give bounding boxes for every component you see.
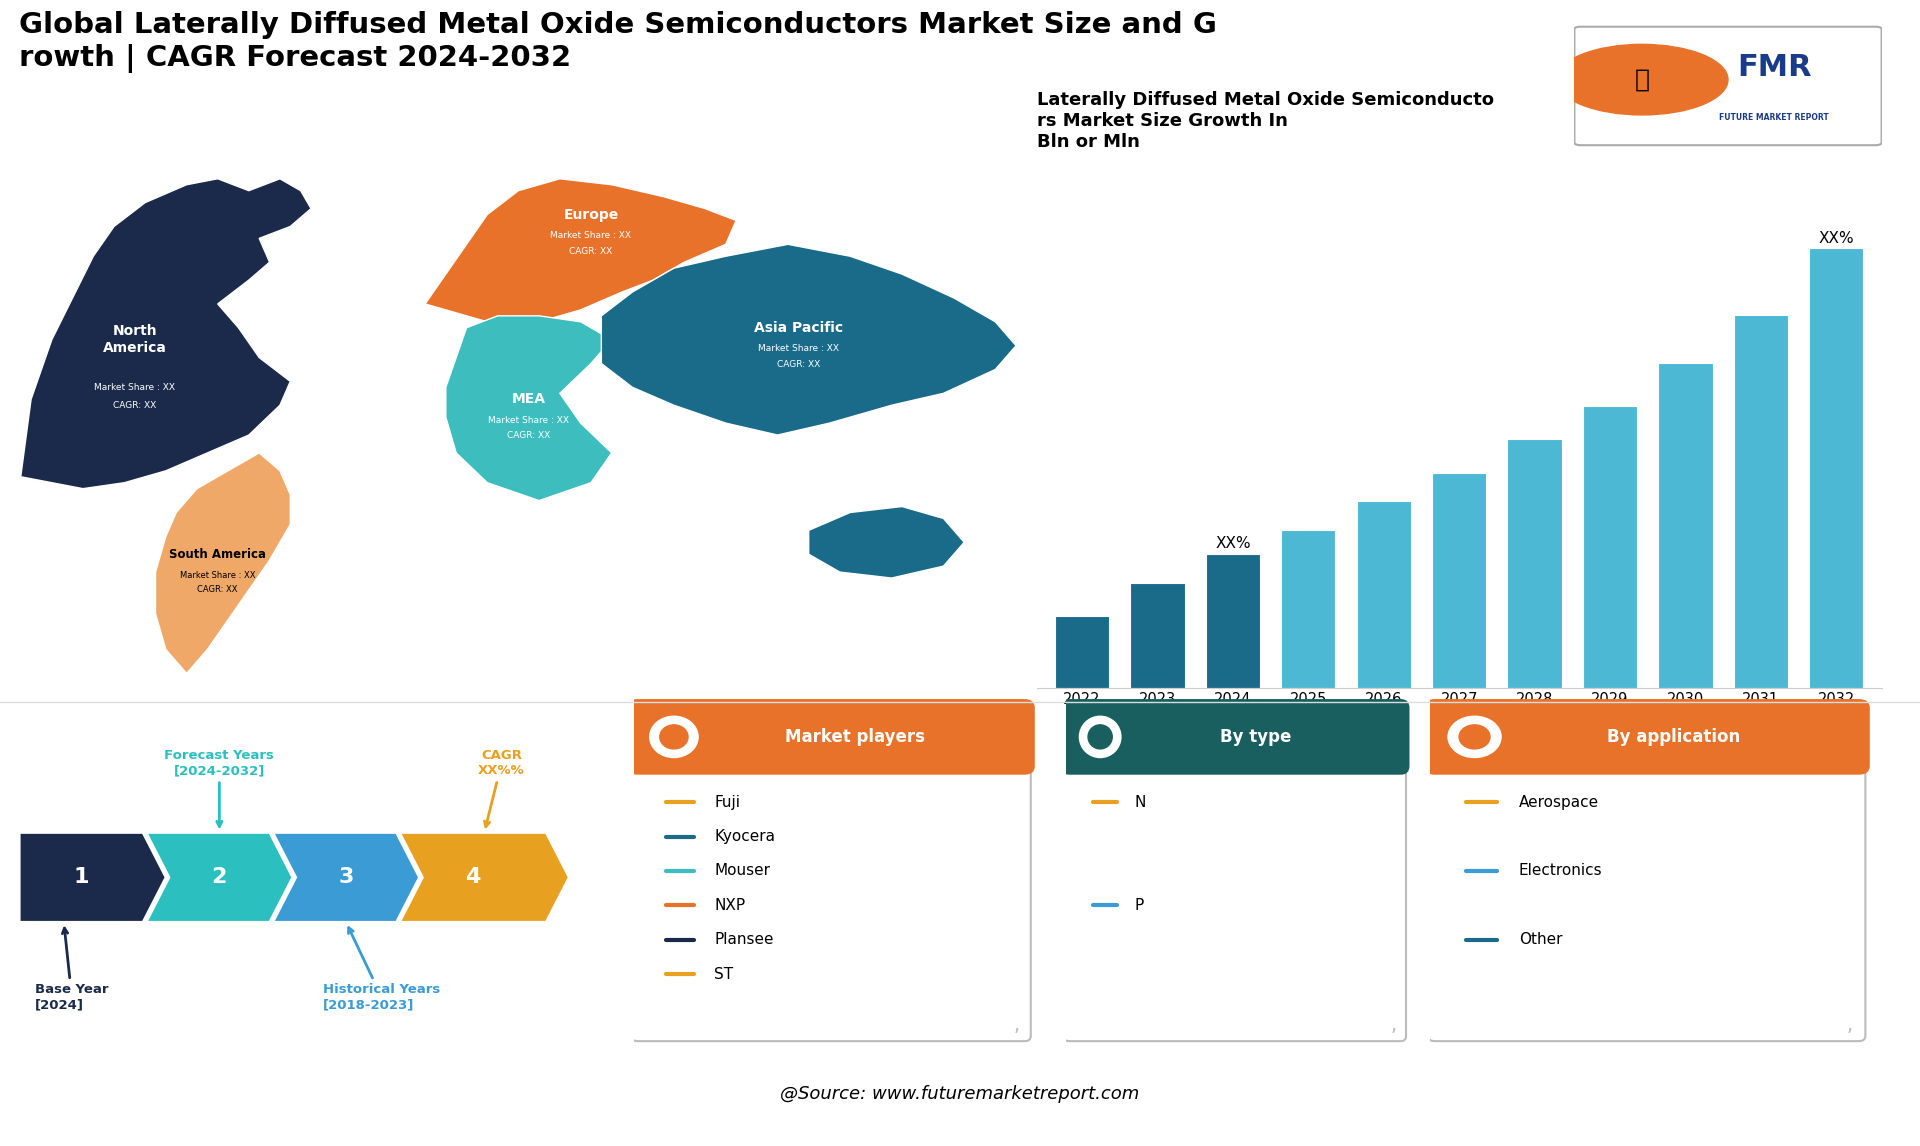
- Text: 4: 4: [465, 868, 480, 887]
- Bar: [1734, 315, 1788, 688]
- Bar: [1507, 439, 1561, 688]
- Bar: [1659, 363, 1713, 688]
- Text: South America: South America: [169, 548, 267, 560]
- Bar: [1206, 554, 1260, 688]
- Bar: [1432, 472, 1486, 688]
- Bar: [1131, 582, 1185, 688]
- Text: Market Share : XX: Market Share : XX: [551, 230, 632, 240]
- Circle shape: [660, 724, 687, 749]
- Text: Forecast Years
[2024-2032]: Forecast Years [2024-2032]: [165, 749, 275, 826]
- Text: Kyocera: Kyocera: [714, 829, 776, 845]
- Polygon shape: [601, 244, 1016, 435]
- FancyBboxPatch shape: [1574, 26, 1882, 146]
- Text: P: P: [1135, 897, 1144, 913]
- Text: 1: 1: [73, 868, 88, 887]
- Text: XX%: XX%: [1818, 230, 1855, 245]
- Text: ,: ,: [1390, 1017, 1398, 1035]
- Text: MEA: MEA: [513, 392, 545, 407]
- Bar: [1281, 529, 1336, 688]
- Polygon shape: [399, 832, 570, 923]
- Polygon shape: [21, 179, 311, 488]
- Text: Market Share : XX: Market Share : XX: [180, 571, 255, 580]
- Circle shape: [649, 716, 699, 758]
- Bar: [1809, 249, 1864, 688]
- Text: Laterally Diffused Metal Oxide Semiconducto
rs Market Size Growth In
Bln or Mln: Laterally Diffused Metal Oxide Semicondu…: [1037, 91, 1494, 150]
- FancyBboxPatch shape: [1060, 699, 1409, 775]
- Text: CAGR: XX: CAGR: XX: [507, 431, 551, 440]
- Text: CAGR: XX: CAGR: XX: [778, 360, 820, 369]
- Text: By type: By type: [1219, 728, 1292, 746]
- Text: By application: By application: [1607, 728, 1740, 746]
- FancyBboxPatch shape: [1064, 766, 1405, 1041]
- Text: ,: ,: [1014, 1017, 1020, 1035]
- Text: 👤: 👤: [1634, 68, 1649, 92]
- Text: Plansee: Plansee: [714, 932, 774, 948]
- Text: CAGR: XX: CAGR: XX: [570, 248, 612, 256]
- Text: ,: ,: [1847, 1017, 1853, 1035]
- Circle shape: [1448, 716, 1501, 758]
- Text: North
America: North America: [104, 324, 167, 355]
- Text: FUTURE MARKET REPORT: FUTURE MARKET REPORT: [1718, 113, 1830, 121]
- Bar: [1357, 501, 1411, 688]
- Text: Mouser: Mouser: [714, 863, 770, 879]
- Polygon shape: [424, 179, 735, 322]
- Text: Market Share : XX: Market Share : XX: [94, 383, 175, 392]
- Bar: [1582, 406, 1638, 688]
- Text: Other: Other: [1519, 932, 1563, 948]
- Text: NXP: NXP: [714, 897, 745, 913]
- Circle shape: [1089, 724, 1112, 749]
- Text: ST: ST: [714, 966, 733, 982]
- Polygon shape: [808, 507, 964, 578]
- FancyBboxPatch shape: [1428, 766, 1866, 1041]
- Text: Europe: Europe: [563, 207, 618, 221]
- Text: Market Share : XX: Market Share : XX: [758, 344, 839, 353]
- Text: @Source: www.futuremarketreport.com: @Source: www.futuremarketreport.com: [780, 1085, 1140, 1104]
- Polygon shape: [156, 453, 290, 674]
- FancyBboxPatch shape: [632, 766, 1031, 1041]
- Bar: [1054, 615, 1110, 688]
- Text: FMR: FMR: [1738, 53, 1811, 81]
- Text: 3: 3: [338, 868, 353, 887]
- Text: Fuji: Fuji: [714, 794, 741, 810]
- Circle shape: [1079, 716, 1121, 758]
- Text: Market players: Market players: [785, 728, 925, 746]
- Text: CAGR: XX: CAGR: XX: [113, 401, 156, 410]
- FancyBboxPatch shape: [1425, 699, 1870, 775]
- Text: Base Year
[2024]: Base Year [2024]: [35, 928, 109, 1011]
- Polygon shape: [273, 832, 419, 923]
- Text: CAGR
XX%%: CAGR XX%%: [478, 749, 524, 826]
- Text: 2: 2: [211, 868, 227, 887]
- Text: Market Share : XX: Market Share : XX: [488, 416, 568, 425]
- Text: CAGR: XX: CAGR: XX: [198, 586, 238, 595]
- Text: Aerospace: Aerospace: [1519, 794, 1599, 810]
- Text: Asia Pacific: Asia Pacific: [755, 321, 843, 335]
- Text: Historical Years
[2018-2023]: Historical Years [2018-2023]: [323, 927, 440, 1011]
- Text: Global Laterally Diffused Metal Oxide Semiconductors Market Size and G
rowth | C: Global Laterally Diffused Metal Oxide Se…: [19, 11, 1217, 73]
- Text: N: N: [1135, 794, 1146, 810]
- Circle shape: [1555, 45, 1728, 115]
- Polygon shape: [146, 832, 292, 923]
- Text: XX%: XX%: [1215, 536, 1250, 551]
- Text: Electronics: Electronics: [1519, 863, 1603, 879]
- Circle shape: [1459, 724, 1490, 749]
- Polygon shape: [19, 832, 165, 923]
- Polygon shape: [445, 316, 612, 501]
- FancyBboxPatch shape: [628, 699, 1035, 775]
